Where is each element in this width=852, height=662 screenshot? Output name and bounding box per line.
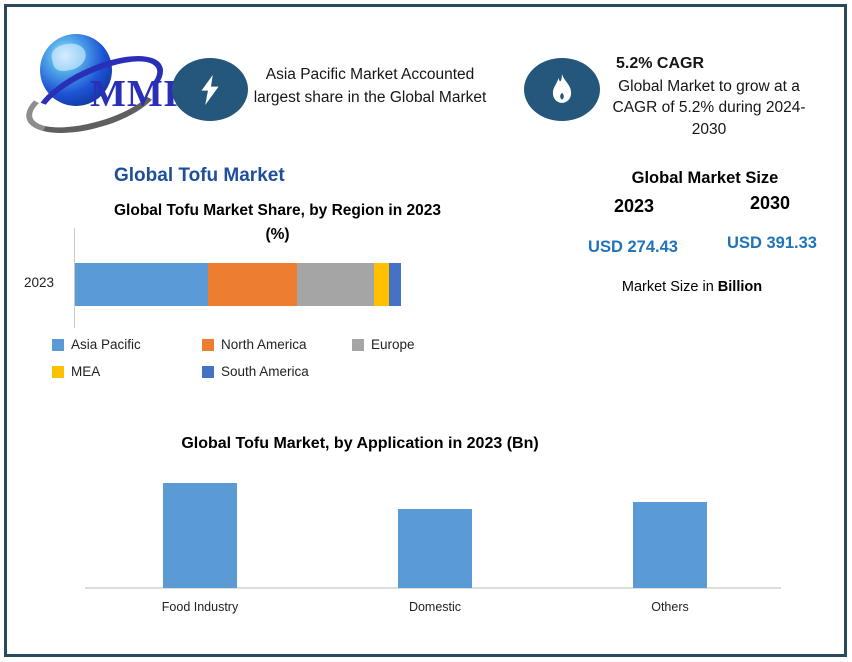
region-chart-year-label: 2023 [24, 275, 55, 290]
region-chart-legend: Asia Pacific North America Europe MEA So… [52, 337, 492, 379]
legend-item-south-america: South America [202, 364, 352, 379]
legend-label: Europe [371, 337, 415, 352]
market-size-value-2030: USD 391.33 [727, 234, 817, 252]
segment-asia-pacific [75, 263, 208, 306]
highlight-asia-pacific-text: Asia Pacific Market Accounted largest sh… [253, 66, 487, 107]
region-chart-title-line2: (%) [265, 226, 290, 244]
legend-swatch-north-america [202, 338, 214, 351]
segment-south-america [388, 263, 402, 306]
market-size-value-2023: USD 274.43 [588, 238, 678, 256]
legend-item-europe: Europe [352, 337, 492, 352]
lightning-icon [172, 58, 248, 121]
legend-item-north-america: North America [202, 337, 352, 352]
region-stacked-bar [75, 263, 402, 306]
segment-north-america [207, 263, 298, 306]
market-size-note-regular: Market Size in [621, 279, 718, 295]
segment-europe [297, 263, 374, 306]
application-chart-title: Global Tofu Market, by Application in 20… [181, 435, 539, 452]
legend-item-asia-pacific: Asia Pacific [52, 337, 202, 352]
legend-label: North America [221, 337, 307, 352]
market-size-year-2030: 2030 [749, 193, 791, 213]
legend-label: Asia Pacific [71, 337, 141, 352]
legend-label: MEA [71, 364, 101, 379]
flame-icon [524, 58, 600, 121]
legend-swatch-mea [52, 365, 64, 378]
page-title: Global Tofu Market [114, 165, 285, 186]
legend-swatch-asia-pacific [52, 338, 64, 351]
xlabel-domestic: Domestic [408, 600, 462, 614]
mmr-logo: MMR [18, 32, 191, 148]
bar-others [633, 502, 707, 588]
market-size-note: Market Size in Billion [577, 279, 807, 295]
bar-domestic [398, 509, 472, 588]
globe-icon [40, 34, 112, 106]
bar-food-industry [163, 483, 237, 588]
region-chart-axis [74, 228, 75, 328]
market-size-year-2023: 2023 [613, 196, 655, 216]
market-size-note-bold: Billion [717, 279, 763, 295]
market-size-title: Global Market Size [631, 169, 779, 187]
cagr-title: 5.2% CAGR [616, 55, 705, 72]
legend-swatch-europe [352, 338, 364, 351]
region-chart-title: Global Tofu Market Share, by Region in 2… [70, 199, 485, 247]
xlabel-others: Others [651, 600, 689, 614]
application-chart-baseline [85, 587, 781, 589]
legend-item-mea: MEA [52, 364, 202, 379]
xlabel-food-industry: Food Industry [161, 600, 239, 614]
region-chart-title-line1: Global Tofu Market Share, by Region in 2… [113, 202, 441, 219]
legend-label: South America [221, 364, 309, 379]
legend-swatch-south-america [202, 365, 214, 378]
segment-mea [373, 263, 389, 306]
cagr-text: Global Market to grow at a CAGR of 5.2% … [612, 78, 806, 138]
